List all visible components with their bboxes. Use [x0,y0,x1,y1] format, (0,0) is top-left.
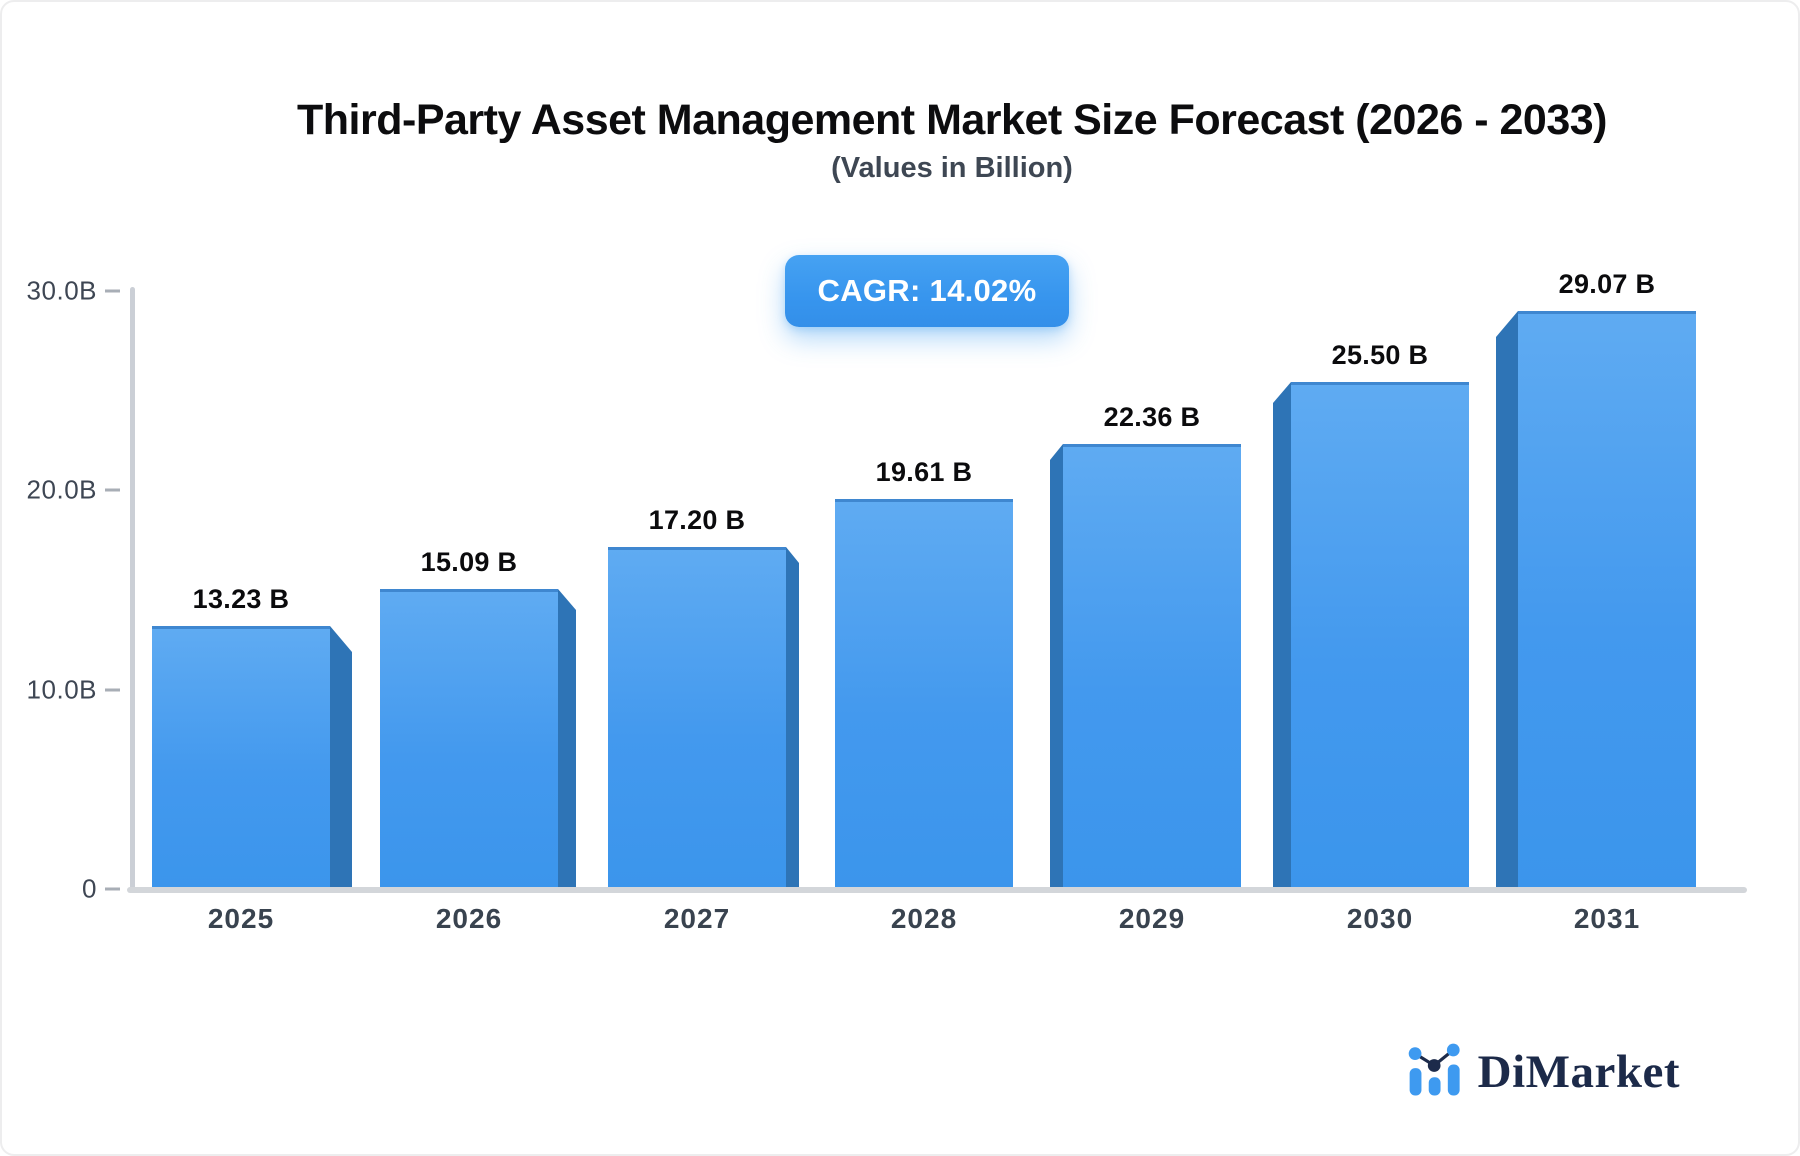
bar-value-label: 13.23 B [192,584,290,614]
cagr-badge: CAGR: 14.02% [785,255,1069,327]
bar-value-label: 19.61 B [875,457,973,487]
x-tick-label: 2026 [435,903,503,934]
x-tick-label: 2025 [207,903,275,934]
y-tick-label: 0 [82,873,97,904]
brand-logo: DiMarket [1406,1037,1680,1101]
bar-2031 [1518,311,1696,890]
bar-2025 [152,626,330,890]
y-tick-label: 30.0B [26,275,97,306]
x-tick-label: 2028 [890,903,958,934]
bar-2030 [1291,382,1469,890]
bar-3d-side [786,547,799,890]
x-tick-label: 2027 [663,903,731,934]
bar-chart-sparkline-icon [1408,1043,1460,1096]
bar-3d-side [1050,444,1063,890]
bar-3d-side [1273,382,1291,890]
x-tick-label: 2031 [1573,903,1641,934]
brand-name: DiMarket [1477,1046,1680,1098]
x-tick-label: 2030 [1346,903,1414,934]
bar-2026 [380,589,558,890]
y-axis-line [130,287,135,890]
bar-value-label: 15.09 B [420,547,518,577]
bar-3d-side [1496,311,1518,890]
bar-value-label: 25.50 B [1331,340,1429,370]
bar-2029 [1063,444,1241,890]
y-tick-label: 20.0B [26,474,97,505]
x-axis-baseline [127,887,1747,893]
x-tick-label: 2029 [1118,903,1186,934]
y-tick-mark [105,289,120,293]
y-tick-mark [105,488,120,492]
bar-3d-side [558,589,576,890]
page-title: Third-Party Asset Management Market Size… [297,96,1607,144]
y-tick-label: 10.0B [26,674,97,705]
y-tick-mark [105,887,120,891]
cagr-badge-label: CAGR: 14.02% [817,273,1037,308]
bar-value-label: 22.36 B [1103,402,1201,432]
y-tick-mark [105,688,120,692]
bar-value-label: 17.20 B [648,505,746,535]
bar-3d-side [330,626,352,890]
bar-value-label: 29.07 B [1558,269,1656,299]
bar-2028 [835,499,1013,890]
chart-subtitle: (Values in Billion) [831,152,1073,184]
bar-2027 [608,547,786,890]
